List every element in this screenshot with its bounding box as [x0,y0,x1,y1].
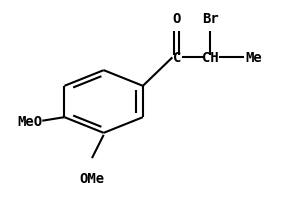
Text: C: C [173,51,181,65]
Text: OMe: OMe [79,171,104,185]
Text: CH: CH [202,51,219,65]
Text: MeO: MeO [17,114,42,128]
Text: Br: Br [202,12,219,26]
Text: O: O [173,12,181,26]
Text: Me: Me [245,51,262,65]
